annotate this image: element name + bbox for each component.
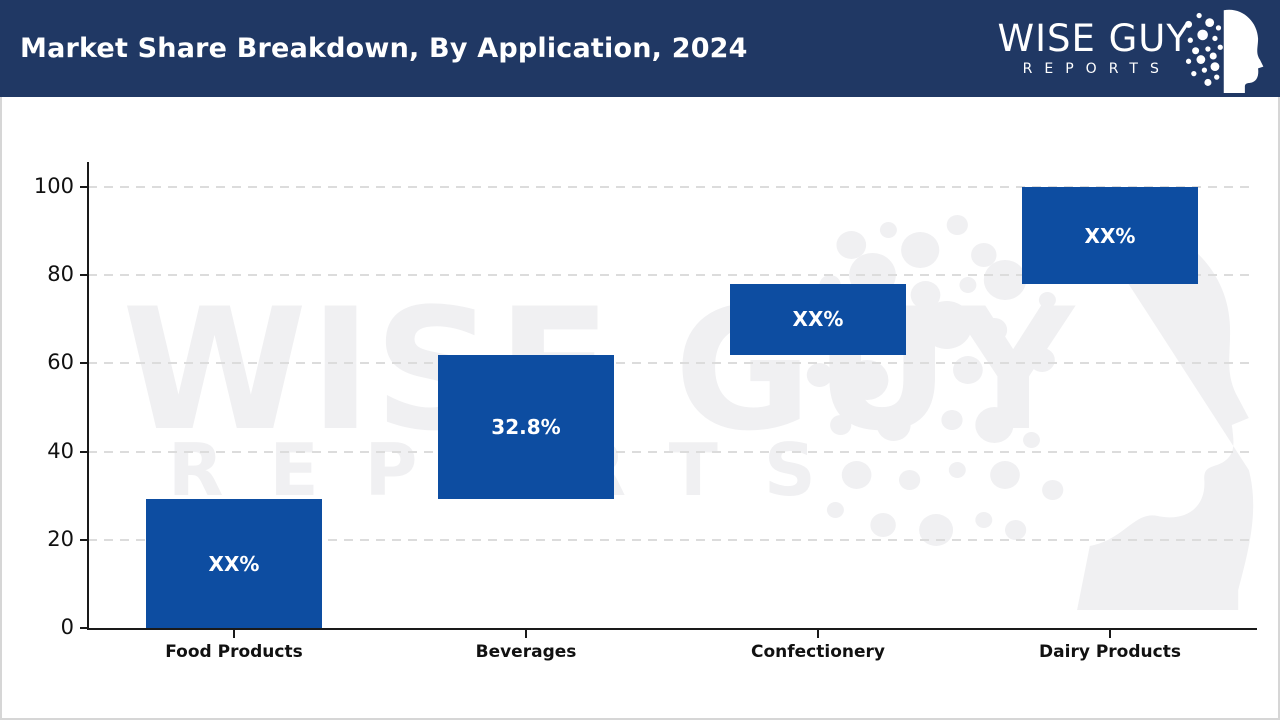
gridline — [88, 538, 1256, 541]
gridline — [88, 186, 1256, 188]
x-axis-tick — [525, 630, 527, 638]
y-axis-tick — [80, 627, 88, 629]
y-axis-tick — [80, 362, 88, 365]
bar-beverages: 32.8% — [438, 354, 614, 500]
wise-guy-reports-logo: WISE GUY REPORTS — [998, 5, 1266, 93]
y-axis-tick-label: 40 — [47, 438, 74, 463]
x-axis-tick — [1109, 630, 1111, 638]
bar-value-label: XX% — [1084, 223, 1136, 248]
bar-confectionery: XX% — [730, 284, 906, 355]
y-axis-tick — [80, 450, 88, 453]
gridline — [88, 450, 1256, 453]
chart-title: Market Share Breakdown, By Application, … — [20, 33, 748, 64]
y-axis-tick-label: 20 — [47, 526, 74, 551]
x-axis-tick — [817, 630, 819, 638]
y-axis-tick-label: 0 — [60, 615, 74, 639]
x-axis-category-label: Dairy Products — [1039, 642, 1181, 662]
x-axis-category-label: Food Products — [165, 642, 303, 662]
x-axis-category-label: Beverages — [475, 642, 577, 662]
x-axis-category-label: Confectionery — [751, 642, 885, 662]
bar-value-label: XX% — [792, 307, 844, 332]
gridline — [88, 274, 1256, 277]
logo-subtitle: REPORTS — [1022, 60, 1171, 77]
y-axis-line — [87, 162, 89, 630]
bar-food-products: XX% — [146, 499, 322, 628]
x-axis-line — [87, 628, 1257, 630]
plot-area: 0 20 40 60 80 100 XX% Food Products 32.8% Beverag… — [0, 97, 1280, 720]
gridline — [88, 362, 1256, 365]
bar-value-label: 32.8% — [491, 414, 561, 439]
y-axis-tick — [80, 538, 88, 541]
logo-wordmark: WISE GUY — [997, 17, 1190, 61]
y-axis-tick-label: 60 — [47, 350, 74, 375]
y-axis-tick — [80, 186, 88, 188]
y-axis-tick-label: 100 — [33, 174, 74, 198]
bar-value-label: XX% — [208, 551, 260, 576]
y-axis-tick — [80, 274, 88, 277]
header-bar: Market Share Breakdown, By Application, … — [0, 0, 1280, 97]
dotted-head-icon — [1185, 9, 1264, 93]
bar-dairy-products: XX% — [1022, 187, 1198, 285]
y-axis-tick-label: 80 — [47, 262, 74, 287]
x-axis-tick — [233, 630, 235, 638]
